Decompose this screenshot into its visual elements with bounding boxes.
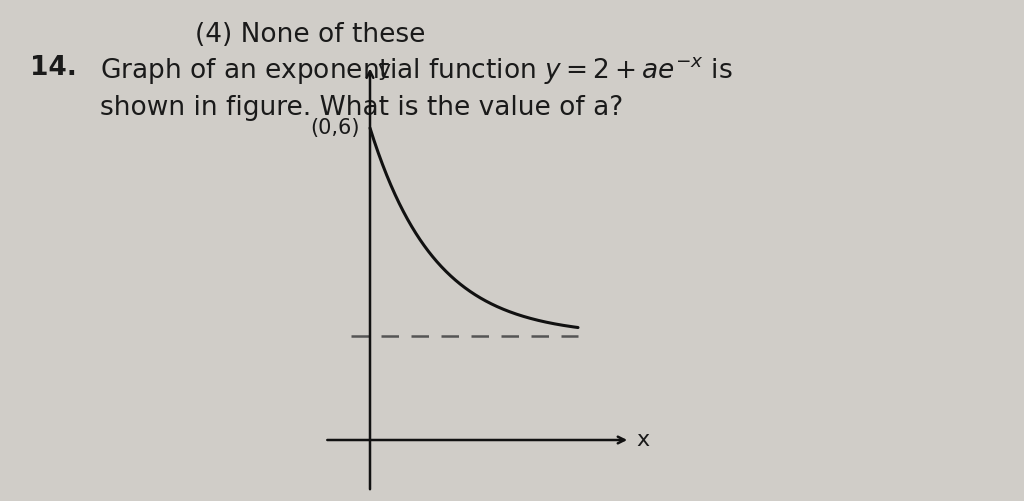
Text: y: y	[378, 61, 391, 80]
Text: 14.: 14.	[30, 55, 77, 81]
Text: (4) None of these: (4) None of these	[195, 22, 425, 48]
Text: x: x	[637, 430, 649, 450]
Text: Graph of an exponential function $y = 2 + ae^{-x}$ is: Graph of an exponential function $y = 2 …	[100, 55, 732, 86]
Text: shown in figure. What is the value of a?: shown in figure. What is the value of a?	[100, 95, 624, 121]
Text: (0,6): (0,6)	[310, 118, 359, 138]
